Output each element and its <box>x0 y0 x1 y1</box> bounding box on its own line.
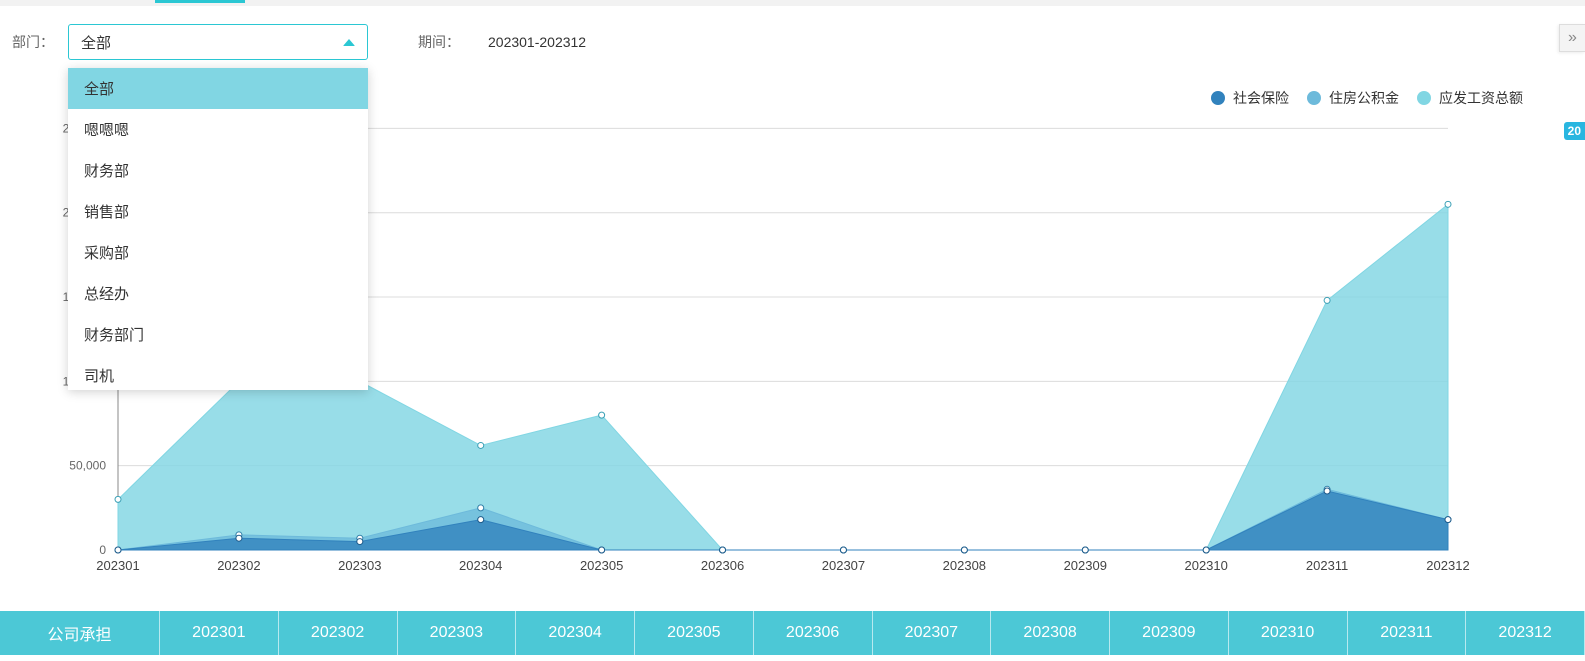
svg-text:202309: 202309 <box>1064 558 1107 573</box>
svg-text:0: 0 <box>99 543 106 557</box>
department-select-wrapper: 全部 全部嗯嗯嗯财务部销售部采购部总经办财务部门司机 <box>68 24 368 60</box>
svg-text:202308: 202308 <box>943 558 986 573</box>
chart-legend: 社会保险 住房公积金 应发工资总额 <box>1211 88 1523 108</box>
table-header-cell: 202310 <box>1229 611 1348 655</box>
table-header-cell: 202305 <box>635 611 754 655</box>
chevron-up-icon <box>343 39 355 46</box>
department-selected-value: 全部 <box>81 32 111 53</box>
svg-text:202304: 202304 <box>459 558 502 573</box>
table-header-cell: 202303 <box>398 611 517 655</box>
topbar <box>0 0 1585 6</box>
svg-text:202310: 202310 <box>1184 558 1227 573</box>
table-header-cell: 202302 <box>279 611 398 655</box>
svg-text:202303: 202303 <box>338 558 381 573</box>
period-label: 期间： <box>418 32 460 52</box>
svg-text:202301: 202301 <box>96 558 139 573</box>
dropdown-option[interactable]: 司机 <box>68 355 368 390</box>
svg-text:202302: 202302 <box>217 558 260 573</box>
table-header-cell: 202311 <box>1348 611 1467 655</box>
table-body-row <box>0 655 1585 661</box>
table-header-cell: 202312 <box>1466 611 1585 655</box>
svg-text:202306: 202306 <box>701 558 744 573</box>
table-header-cell: 202307 <box>873 611 992 655</box>
svg-text:202312: 202312 <box>1426 558 1469 573</box>
table-header-cell: 202308 <box>991 611 1110 655</box>
legend-dot-icon <box>1211 91 1225 105</box>
chevron-right-icon: » <box>1568 29 1577 47</box>
legend-item[interactable]: 住房公积金 <box>1307 88 1399 108</box>
dropdown-option[interactable]: 总经办 <box>68 273 368 314</box>
dropdown-option[interactable]: 嗯嗯嗯 <box>68 109 368 150</box>
table-header-row: 公司承担202301202302202303202304202305202306… <box>0 611 1585 655</box>
department-select[interactable]: 全部 <box>68 24 368 60</box>
svg-text:202307: 202307 <box>822 558 865 573</box>
collapse-panel-button[interactable]: » <box>1559 24 1585 52</box>
dropdown-option[interactable]: 财务部门 <box>68 314 368 355</box>
department-dropdown[interactable]: 全部嗯嗯嗯财务部销售部采购部总经办财务部门司机 <box>68 68 368 390</box>
svg-text:50,000: 50,000 <box>69 459 106 473</box>
dropdown-option[interactable]: 财务部 <box>68 150 368 191</box>
dropdown-option[interactable]: 全部 <box>68 68 368 109</box>
svg-text:202305: 202305 <box>580 558 623 573</box>
period-value: 202301-202312 <box>488 34 586 50</box>
dropdown-option[interactable]: 采购部 <box>68 232 368 273</box>
legend-item[interactable]: 应发工资总额 <box>1417 88 1523 108</box>
table-header-cell: 202306 <box>754 611 873 655</box>
department-label: 部门： <box>12 32 60 52</box>
legend-label: 应发工资总额 <box>1439 88 1523 108</box>
bottom-table: 公司承担202301202302202303202304202305202306… <box>0 605 1585 661</box>
table-header-cell: 202309 <box>1110 611 1229 655</box>
svg-text:202311: 202311 <box>1306 558 1348 573</box>
table-header-cell: 202304 <box>516 611 635 655</box>
legend-item[interactable]: 社会保险 <box>1211 88 1289 108</box>
filter-row: 部门： 全部 全部嗯嗯嗯财务部销售部采购部总经办财务部门司机 期间： 20230… <box>0 6 1585 68</box>
dropdown-option[interactable]: 销售部 <box>68 191 368 232</box>
legend-dot-icon <box>1417 91 1431 105</box>
edge-value-tag: 20 <box>1564 122 1585 140</box>
legend-label: 社会保险 <box>1233 88 1289 108</box>
legend-dot-icon <box>1307 91 1321 105</box>
legend-label: 住房公积金 <box>1329 88 1399 108</box>
table-header-cell: 公司承担 <box>0 611 160 655</box>
table-header-cell: 202301 <box>160 611 279 655</box>
active-tab-underline <box>155 0 245 3</box>
